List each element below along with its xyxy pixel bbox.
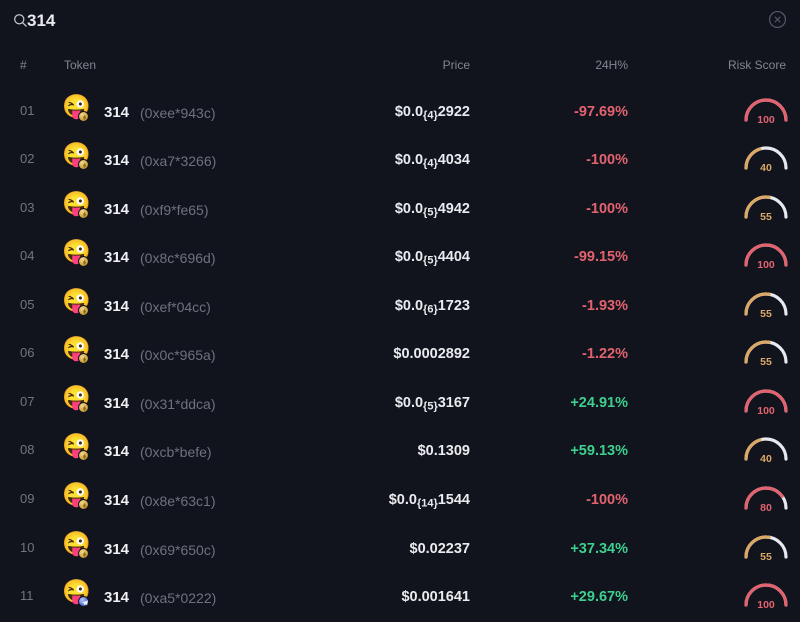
svg-text:40: 40 [760, 453, 772, 465]
svg-text:55: 55 [760, 356, 772, 368]
svg-text:80: 80 [760, 502, 772, 514]
svg-text:100: 100 [757, 259, 775, 271]
svg-text:100: 100 [757, 405, 775, 417]
svg-text:55: 55 [760, 308, 772, 320]
svg-text:55: 55 [760, 551, 772, 563]
svg-text:100: 100 [757, 599, 775, 611]
svg-text:55: 55 [760, 211, 772, 223]
svg-text:40: 40 [760, 162, 772, 174]
svg-text:100: 100 [757, 114, 775, 126]
